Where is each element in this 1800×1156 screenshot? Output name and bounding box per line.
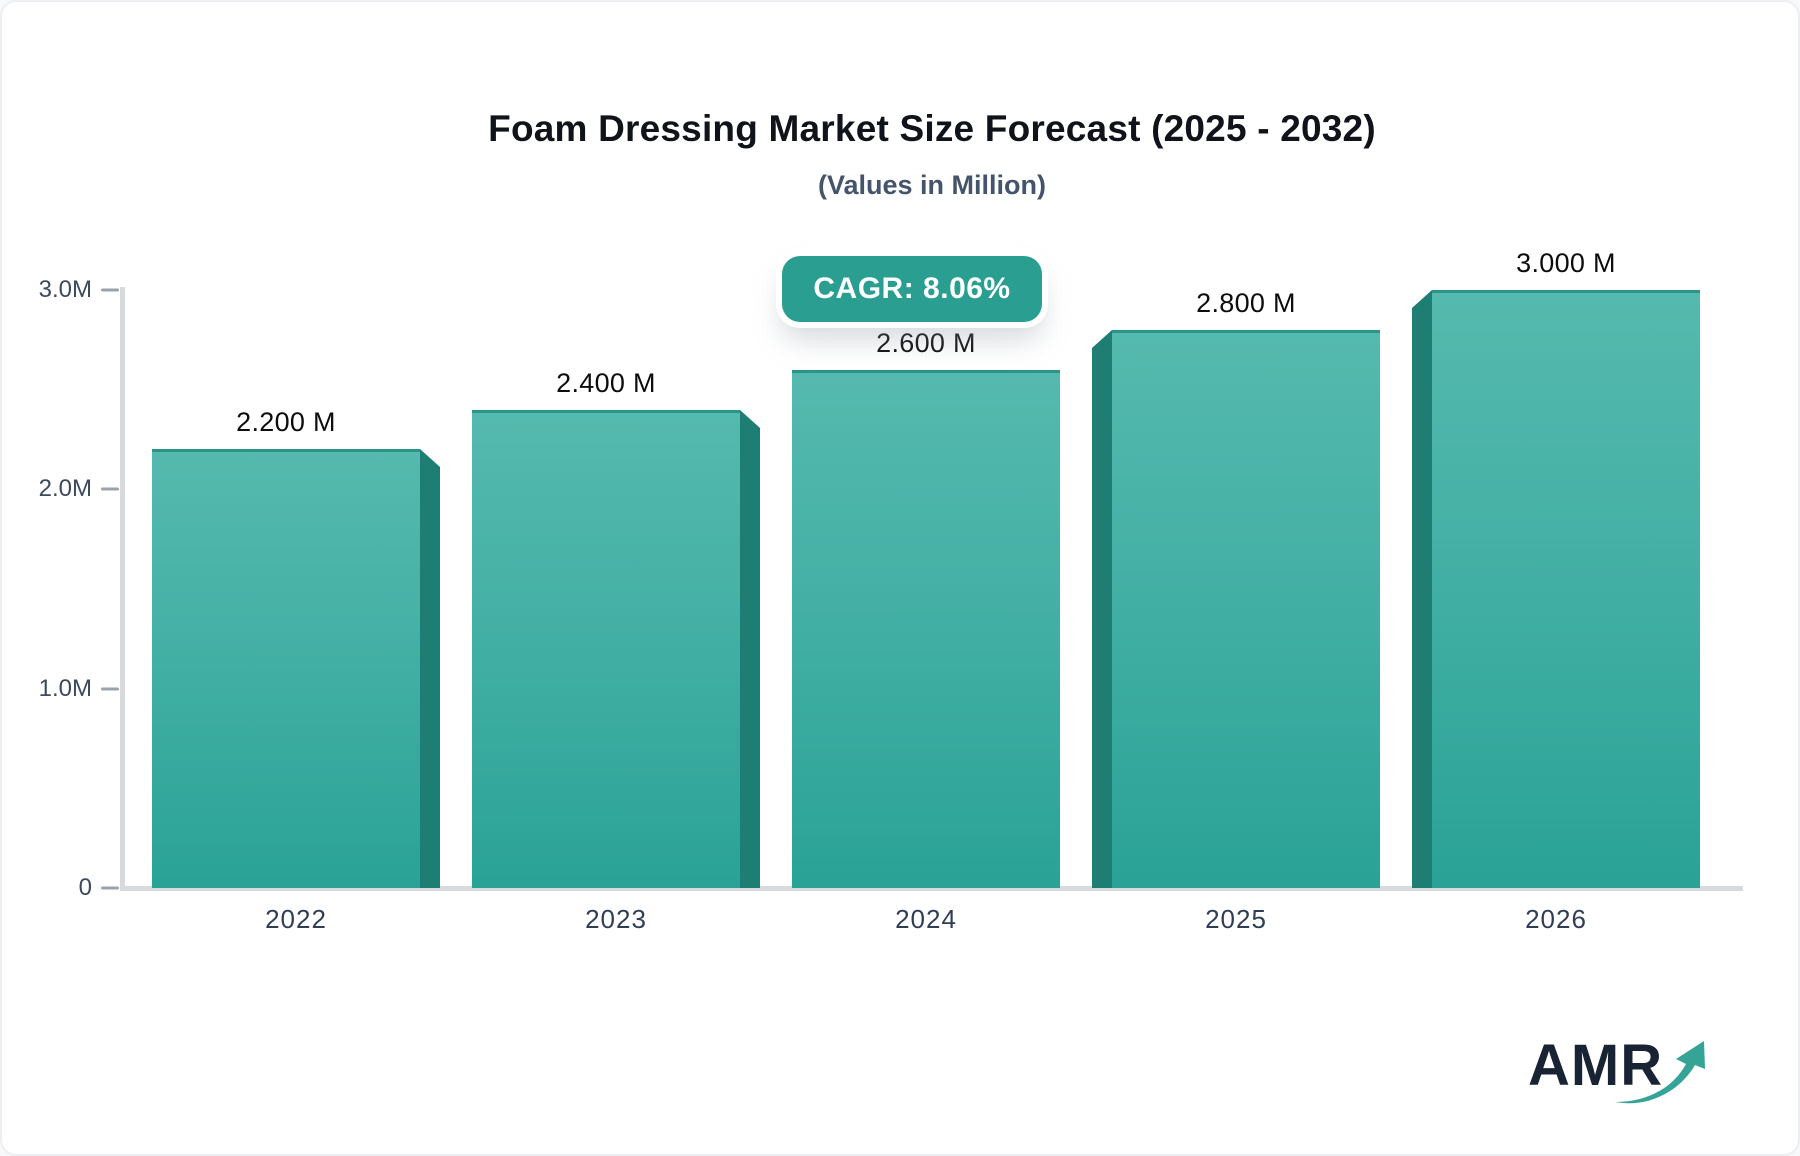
bar-value-label: 2.800 M xyxy=(1196,288,1296,318)
y-tick-mark xyxy=(101,487,119,491)
x-axis-label: 2026 xyxy=(1525,904,1587,934)
y-axis-line xyxy=(120,287,125,891)
bar-face xyxy=(1432,290,1700,888)
x-axis-label: 2024 xyxy=(895,904,957,934)
x-axis-label: 2022 xyxy=(265,904,327,934)
y-tick-label: 0 xyxy=(78,874,92,901)
bar-side-face xyxy=(1092,330,1112,888)
growth-arrow-icon xyxy=(1615,1041,1705,1104)
y-tick-label: 2.0M xyxy=(38,475,92,502)
chart-subtitle: (Values in Million) xyxy=(817,170,1047,200)
bar-side-face xyxy=(420,449,440,888)
y-tick-label: 1.0M xyxy=(38,675,92,702)
bar-block: 3.000 M xyxy=(1412,248,1700,888)
x-axis-label: 2025 xyxy=(1205,904,1267,934)
x-axis-line xyxy=(120,886,1743,891)
bar-side-face xyxy=(1412,290,1432,888)
bar-value-label: 2.200 M xyxy=(236,407,336,437)
bar-face xyxy=(472,410,740,888)
bar-side-face xyxy=(740,410,760,888)
amr-logo: AMR xyxy=(1528,1032,1728,1112)
bar-face xyxy=(152,449,420,888)
y-tick-mark xyxy=(101,687,119,691)
bar-block: 2.800 M xyxy=(1092,288,1380,888)
y-tick-label: 3.0M xyxy=(38,276,92,303)
cagr-badge: CAGR: 8.06% xyxy=(782,256,1042,322)
x-axis-label: 2023 xyxy=(585,904,647,934)
bar-block: 2.400 M xyxy=(472,368,760,888)
bar-block: 2.600 M xyxy=(792,328,1060,888)
y-tick-mark xyxy=(101,886,119,890)
y-tick-mark xyxy=(101,288,119,292)
bar-value-label: 2.400 M xyxy=(556,368,656,398)
bar-face xyxy=(1112,330,1380,888)
bar-face xyxy=(792,370,1060,888)
amr-logo-text: AMR xyxy=(1528,1033,1664,1098)
bar-block: 2.200 M xyxy=(152,407,440,888)
bar-value-label: 2.600 M xyxy=(876,328,976,358)
bar-value-label: 3.000 M xyxy=(1516,248,1616,278)
chart-title: Foam Dressing Market Size Forecast (2025… xyxy=(488,108,1376,149)
